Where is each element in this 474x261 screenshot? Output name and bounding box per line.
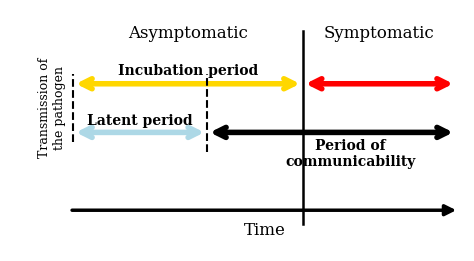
Text: Symptomatic: Symptomatic [324,25,435,42]
Text: Transmission of
the pathogen: Transmission of the pathogen [38,58,66,158]
Text: Incubation period: Incubation period [118,64,258,78]
Text: Time: Time [244,222,285,239]
Text: Asymptomatic: Asymptomatic [128,25,248,42]
Text: Period of
communicability: Period of communicability [285,139,416,169]
Text: Latent period: Latent period [87,114,193,128]
